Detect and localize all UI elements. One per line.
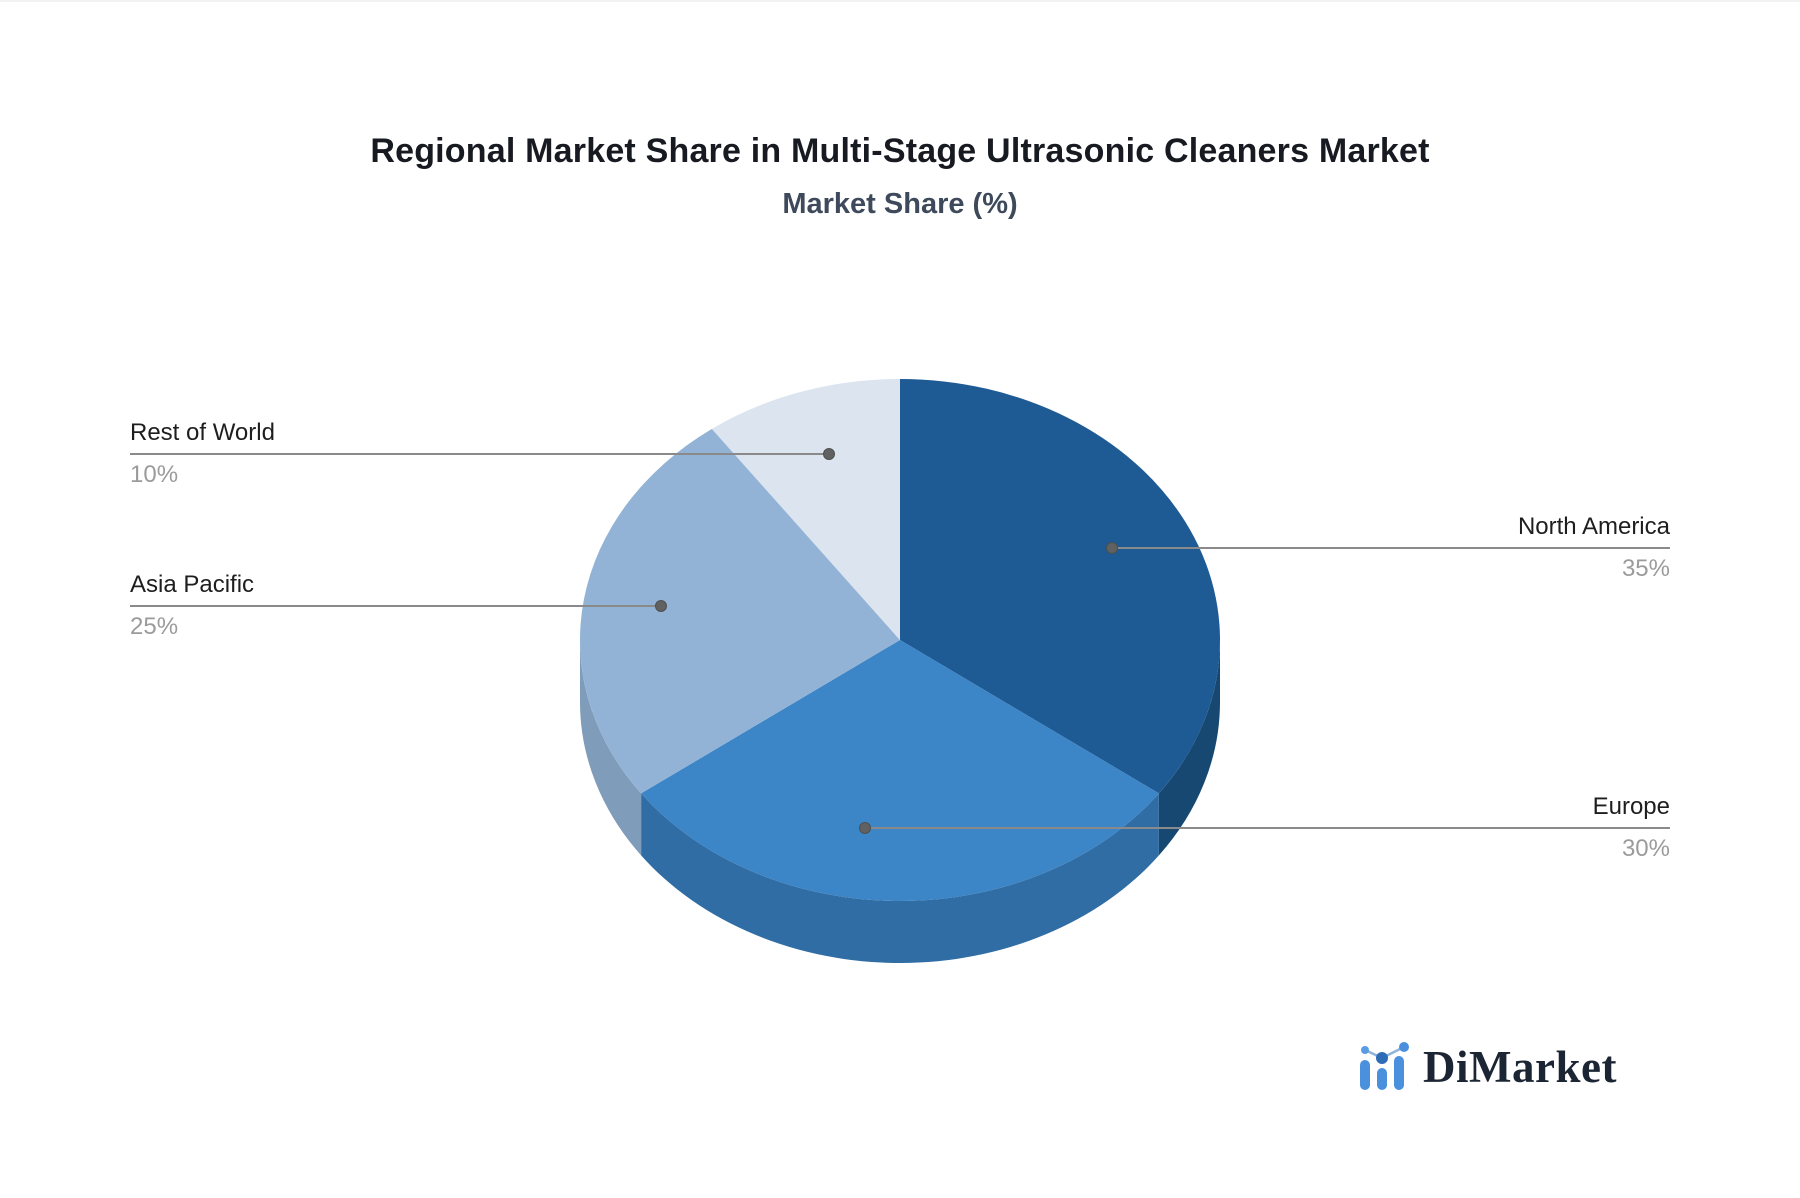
pie-slice-side-europe	[641, 793, 1159, 964]
callout-value-north-america: 35%	[1621, 555, 1670, 582]
callout-label-europe: Europe	[1592, 793, 1670, 820]
callout-value-rest-of-world: 10%	[130, 461, 179, 488]
callout-label-north-america: North America	[1517, 513, 1670, 540]
pie-slice-side-asia-pacific	[580, 640, 642, 856]
leader-dot-rest-of-world	[823, 448, 835, 460]
dimarket-logo: DiMarket	[1358, 1042, 1617, 1092]
leader-dot-asia-pacific	[655, 600, 667, 612]
bar-line-chart-icon	[1360, 1042, 1409, 1090]
leader-dot-europe	[859, 822, 871, 834]
leader-dot-north-america	[1106, 542, 1118, 554]
chart-subtitle: Market Share (%)	[782, 188, 1018, 220]
callout-value-asia-pacific: 25%	[130, 613, 179, 640]
pie-slice-rest-of-world[interactable]	[711, 379, 900, 640]
pie-slice-side-north-america	[1158, 640, 1220, 856]
callout-label-asia-pacific: Asia Pacific	[130, 571, 255, 598]
callout-label-rest-of-world: Rest of World	[130, 419, 275, 446]
pie-slice-europe[interactable]	[641, 640, 1159, 902]
pie-slice-asia-pacific[interactable]	[580, 428, 900, 794]
chart-title: Regional Market Share in Multi-Stage Ult…	[370, 132, 1430, 170]
callout-value-europe: 30%	[1621, 835, 1670, 862]
dimarket-logo-text: DiMarket	[1423, 1041, 1617, 1092]
pie-slice-north-america[interactable]	[900, 379, 1221, 794]
